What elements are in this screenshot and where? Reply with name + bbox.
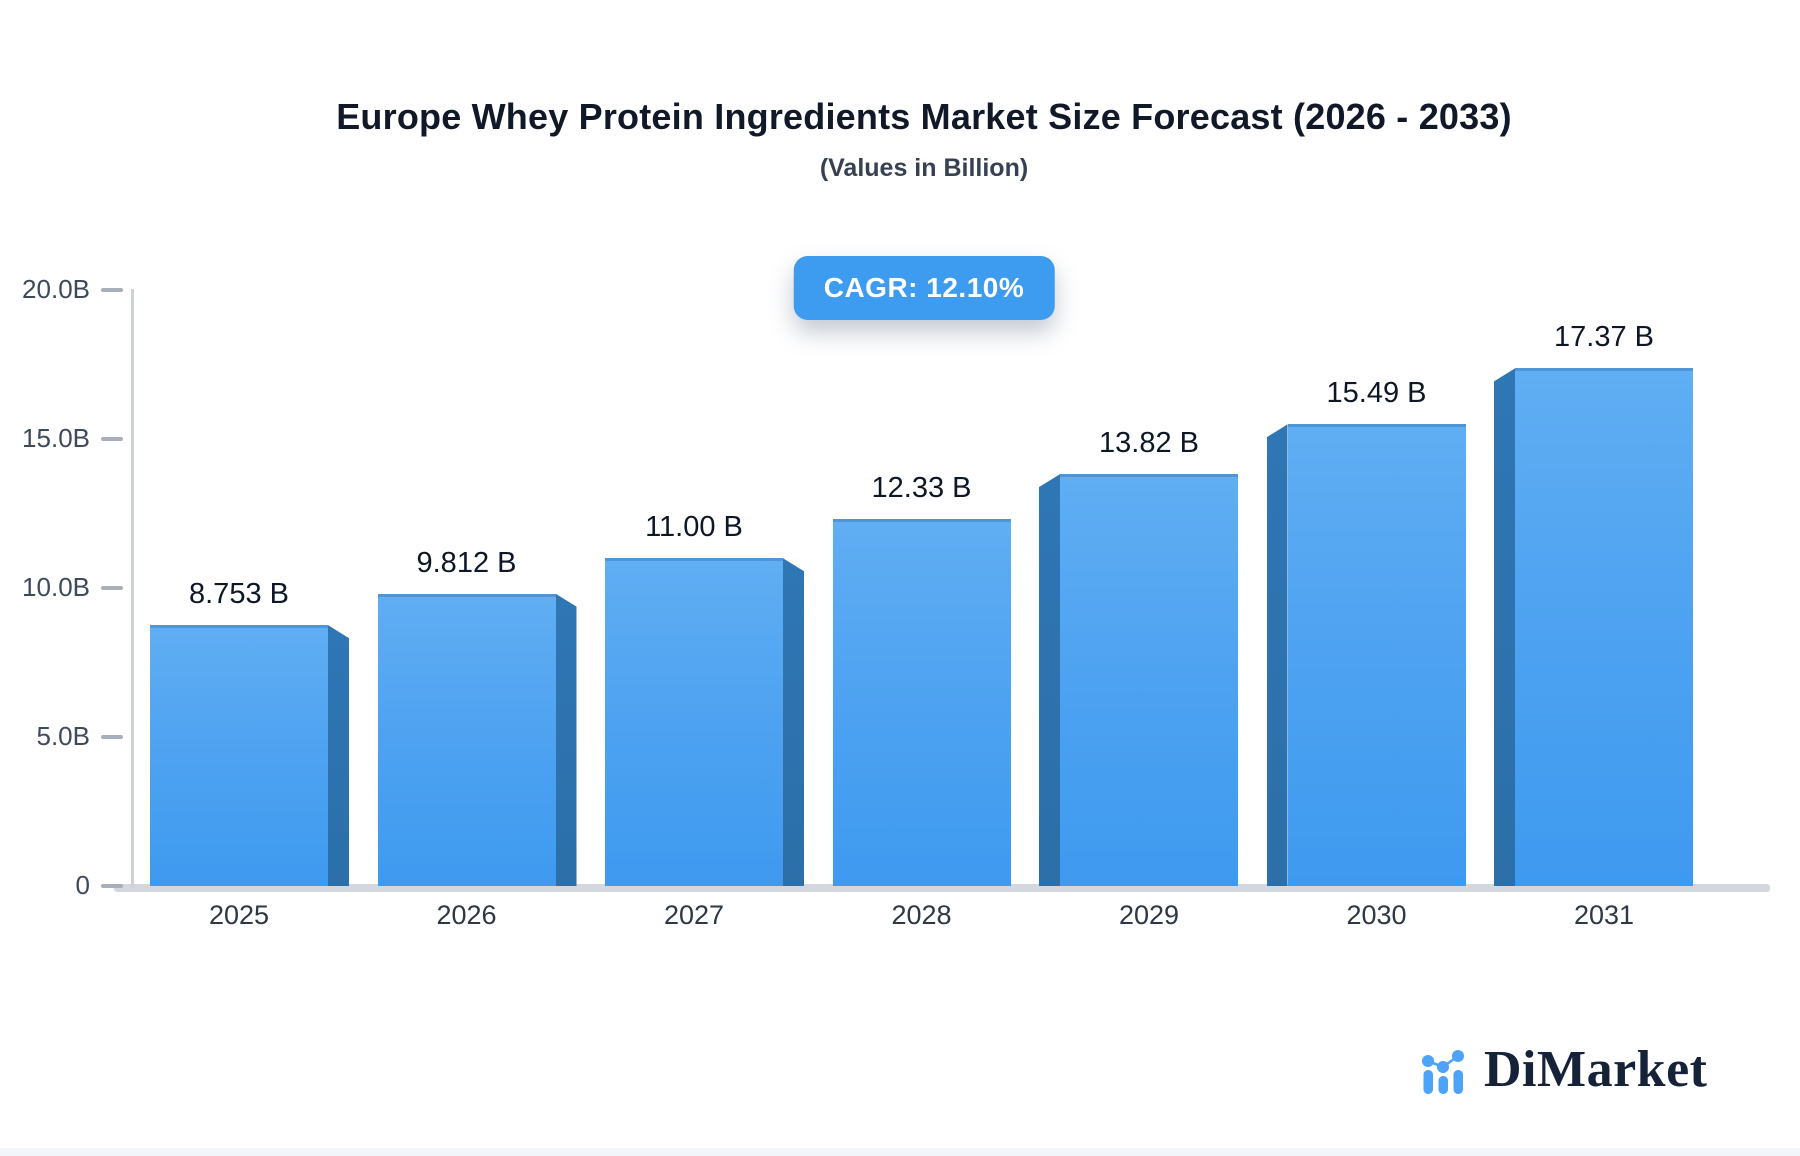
x-tick-label: 2029 — [1118, 900, 1180, 930]
cagr-badge: CAGR: 12.10% — [793, 256, 1055, 320]
bar-side-face — [1494, 368, 1515, 886]
bottom-edge-strip — [0, 1148, 1800, 1156]
x-tick-label: 2025 — [208, 900, 270, 930]
bar-value-label: 15.49 B — [1326, 377, 1427, 410]
bar-value-label: 17.37 B — [1554, 321, 1654, 354]
y-tick-dash — [101, 288, 123, 292]
y-axis-line — [131, 289, 134, 889]
y-tick-label: 10.0B — [22, 572, 90, 602]
bar — [377, 593, 556, 886]
bar-value-label: 9.812 B — [416, 546, 517, 579]
bar — [605, 558, 783, 886]
bar-side-face — [783, 558, 804, 886]
y-tick-label: 0 — [75, 870, 90, 900]
y-tick-label: 5.0B — [36, 721, 91, 751]
x-tick-label: 2028 — [891, 900, 952, 930]
bar — [150, 625, 328, 886]
bar-value-label: 11.00 B — [645, 511, 743, 544]
bar — [1287, 424, 1466, 886]
cagr-badge-label: CAGR: 12.10% — [823, 272, 1025, 303]
bar-value-label: 13.82 B — [1099, 427, 1199, 460]
bar-side-face — [1039, 474, 1060, 886]
chart-header: Europe Whey Protein Ingredients Market S… — [48, 96, 1800, 183]
chart-subtitle: (Values in Billion) — [819, 154, 1029, 182]
bar-side-face — [328, 625, 349, 886]
bar-value-label: 8.753 B — [189, 578, 289, 611]
dimarket-logo-icon — [1422, 1050, 1464, 1094]
x-tick-label: 2031 — [1573, 900, 1635, 930]
brand-logo: DiMarket — [1420, 1036, 1707, 1096]
x-tick-label: 2030 — [1346, 900, 1407, 930]
bar-value-label: 12.33 B — [871, 471, 972, 504]
chart-title: Europe Whey Protein Ingredients Market S… — [336, 96, 1512, 137]
bar — [1060, 474, 1238, 886]
y-tick-dash — [101, 735, 123, 739]
x-tick-label: 2026 — [436, 900, 497, 930]
y-tick-dash — [101, 586, 123, 590]
y-tick-dash — [101, 884, 123, 888]
x-axis-baseline — [114, 884, 1770, 892]
y-tick-label: 15.0B — [22, 423, 90, 453]
y-tick-label: 20.0B — [22, 274, 90, 304]
x-tick-label: 2027 — [663, 900, 725, 930]
y-tick-dash — [101, 437, 123, 441]
bar — [832, 518, 1011, 886]
bar — [1515, 368, 1693, 886]
bar-side-face — [1266, 424, 1288, 886]
dimarket-logo-text: DiMarket — [1484, 1041, 1708, 1098]
bar-side-face — [555, 593, 577, 886]
